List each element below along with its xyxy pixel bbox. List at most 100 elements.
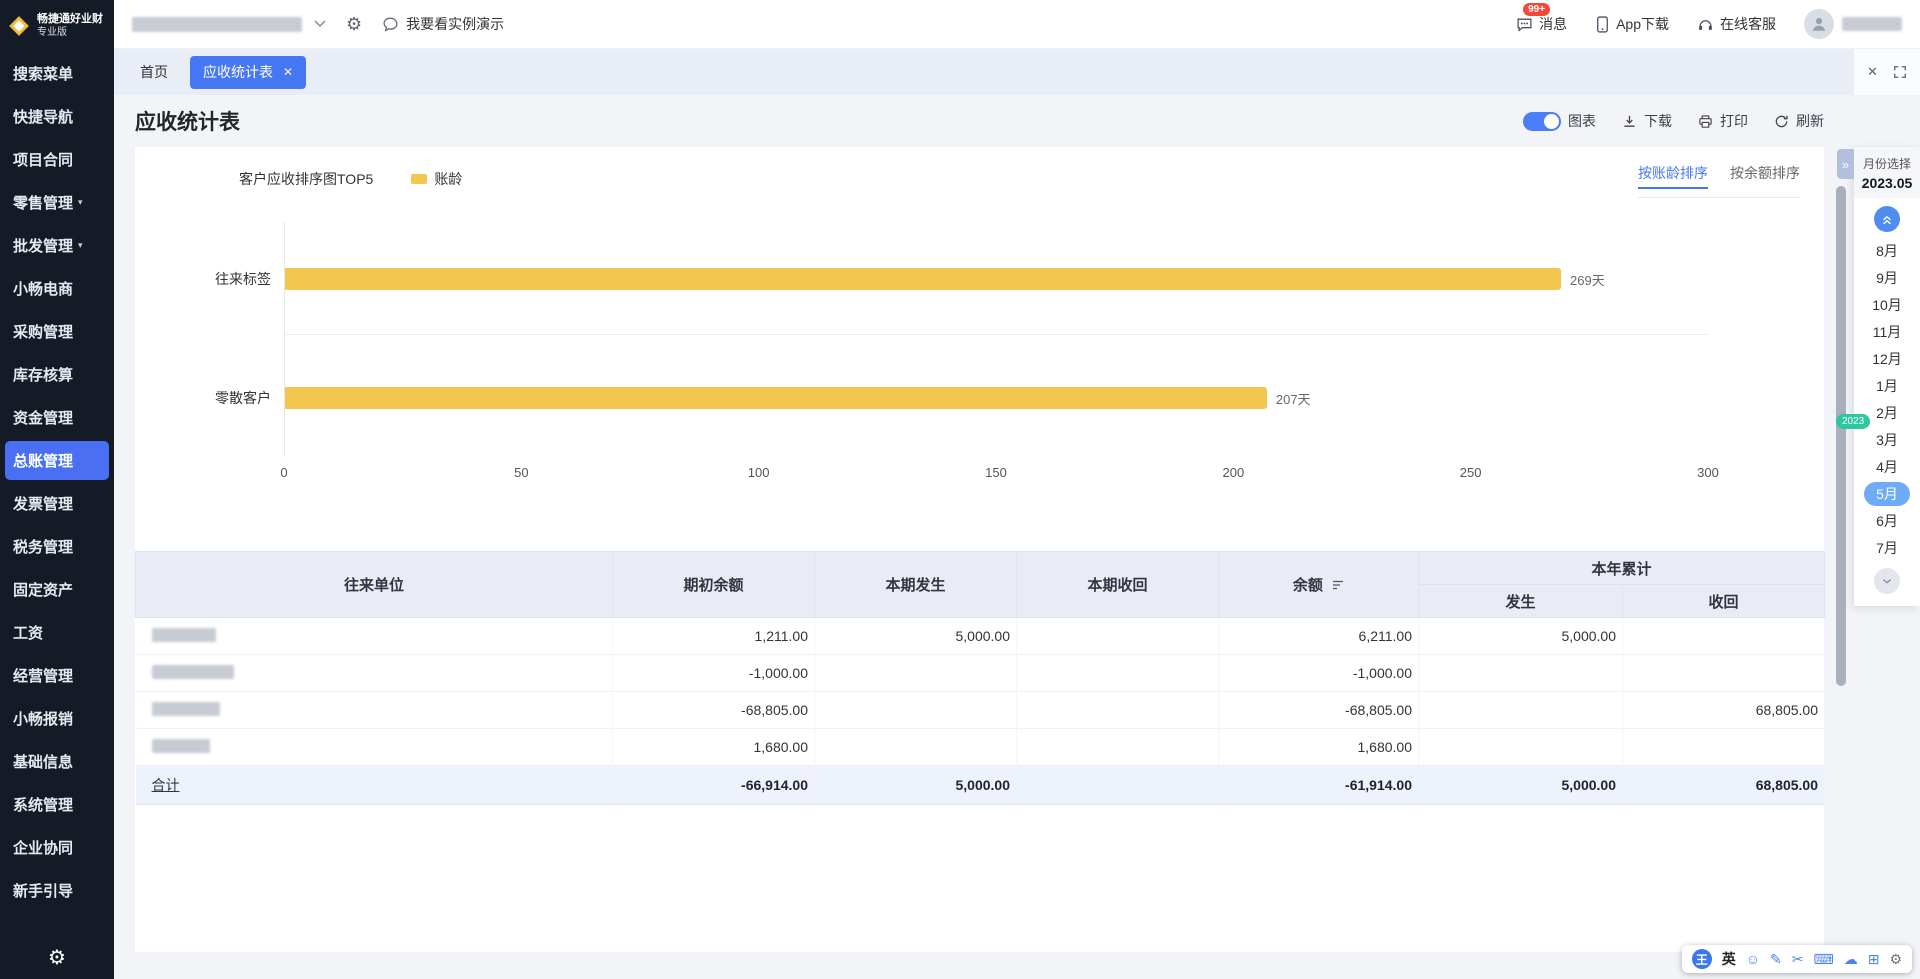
demo-link[interactable]: 我要看实例演示 — [382, 14, 504, 34]
refresh-button[interactable]: 刷新 — [1774, 111, 1824, 131]
sidebar-settings-gear-icon[interactable]: ⚙ — [48, 946, 66, 969]
col-header-balance[interactable]: 余额 — [1218, 551, 1419, 618]
month-item-aug[interactable]: 8月 — [1876, 243, 1898, 259]
month-item-jul[interactable]: 7月 — [1876, 540, 1898, 556]
col-header-occurred[interactable]: 本期发生 — [814, 551, 1017, 618]
sidebar-menu: 搜索菜单 快捷导航 项目合同 零售管理 ▾ 批发管理 ▾ 小畅电商 采购管理 库存核… — [0, 52, 114, 935]
sidebar-item-general-ledger[interactable]: 总账管理 — [5, 441, 109, 480]
sidebar-item-search-menu[interactable]: 搜索菜单 — [13, 66, 74, 83]
scissors-icon[interactable]: ✂ — [1791, 950, 1804, 967]
user-menu[interactable] — [1804, 9, 1902, 39]
sidebar-item-inventory-accounting[interactable]: 库存核算 — [13, 367, 74, 384]
ime-logo-icon[interactable]: 王 — [1691, 949, 1712, 969]
table-row[interactable]: 1,680.00 1,680.00 — [135, 728, 1826, 766]
collapse-month-panel-button[interactable]: » — [1837, 149, 1854, 179]
topbar-right: 99+ 消息 App下载 在线客服 — [1516, 3, 1902, 39]
tab-receivable-report[interactable]: 应收统计表 ✕ — [190, 55, 307, 89]
sidebar-item-tax-mgmt[interactable]: 税务管理 — [13, 539, 74, 556]
sidebar-item-project-contract[interactable]: 项目合同 — [13, 152, 74, 169]
sort-by-age-tab[interactable]: 按账龄排序 — [1638, 163, 1708, 189]
messages-badge: 99+ — [1523, 3, 1551, 16]
month-item-sep[interactable]: 9月 — [1876, 270, 1898, 286]
bar-chart-plot: 269天 207天 — [284, 222, 1708, 457]
col-header-ytd-occurred[interactable]: 发生 — [1418, 584, 1623, 618]
chevron-right-double-icon: » — [1841, 156, 1850, 172]
topbar-settings-gear-icon[interactable]: ⚙ — [346, 13, 363, 34]
col-header-unit[interactable]: 往来单位 — [135, 551, 613, 618]
bar-lingsan-kehu[interactable] — [285, 387, 1267, 409]
sidebar-item-payroll[interactable]: 工资 — [13, 625, 44, 642]
close-tab-icon[interactable]: ✕ — [283, 65, 294, 79]
sidebar-item-wholesale-mgmt[interactable]: 批发管理 ▾ — [13, 238, 83, 255]
tab-bar: 首页 应收统计表 ✕ ✕ — [114, 49, 1920, 95]
page-title: 应收统计表 — [135, 111, 240, 134]
table-row[interactable]: -1,000.00 -1,000.00 — [135, 654, 1826, 692]
print-button[interactable]: 打印 — [1698, 111, 1748, 131]
bar-wanglai-biaoqian[interactable] — [285, 268, 1561, 290]
online-support-button[interactable]: 在线客服 — [1697, 14, 1776, 34]
month-item-may-active[interactable]: 5月 — [1864, 482, 1910, 506]
month-item-apr[interactable]: 4月 — [1876, 459, 1898, 475]
sort-by-balance-tab[interactable]: 按余额排序 — [1730, 165, 1800, 181]
fullscreen-icon[interactable] — [1893, 65, 1907, 79]
sidebar-item-basic-info[interactable]: 基础信息 — [13, 754, 74, 771]
col-header-ytd: 本年累计 — [1417, 551, 1826, 585]
chart-toggle[interactable]: 图表 — [1523, 111, 1596, 131]
month-item-feb[interactable]: 2月 — [1876, 405, 1898, 421]
chart-legend[interactable]: 账龄 — [411, 163, 462, 189]
bar-row: 207天 — [285, 387, 1708, 409]
ime-language-toggle[interactable]: 英 — [1721, 951, 1736, 967]
month-item-oct[interactable]: 10月 — [1872, 297, 1902, 313]
table-row[interactable]: 1,211.00 5,000.00 6,211.00 5,000.00 — [135, 617, 1826, 655]
tab-home[interactable]: 首页 — [140, 64, 168, 80]
sidebar-item-quick-nav[interactable]: 快捷导航 — [13, 109, 74, 126]
sort-icon[interactable] — [1332, 578, 1344, 595]
month-item-mar[interactable]: 3月 — [1876, 432, 1898, 448]
sidebar-item-funds-mgmt[interactable]: 资金管理 — [13, 410, 74, 427]
month-item-jun[interactable]: 6月 — [1876, 513, 1898, 529]
sidebar-item-retail-mgmt[interactable]: 零售管理 ▾ — [13, 195, 83, 212]
close-all-tabs-icon[interactable]: ✕ — [1867, 64, 1878, 79]
sidebar-item-business-mgmt[interactable]: 经营管理 — [13, 668, 74, 685]
sidebar-item-expense[interactable]: 小畅报销 — [13, 711, 74, 728]
pen-icon[interactable]: ✎ — [1770, 950, 1782, 967]
sidebar-item-purchase-mgmt[interactable]: 采购管理 — [13, 324, 74, 341]
cloud-icon[interactable]: ☁ — [1843, 950, 1858, 967]
redacted-customer-name — [151, 664, 234, 679]
table-row[interactable]: -68,805.00 -68,805.00 68,805.00 — [135, 691, 1826, 729]
sidebar-item-invoice-mgmt[interactable]: 发票管理 — [13, 496, 74, 513]
toolbox-icon[interactable]: ⊞ — [1867, 950, 1880, 967]
sidebar-item-beginner-guide[interactable]: 新手引导 — [13, 883, 74, 900]
messages-button[interactable]: 99+ 消息 — [1516, 3, 1567, 34]
chart-sort-tabs: 按账龄排序 按余额排序 — [1638, 163, 1800, 198]
page-header: 应收统计表 图表 下载 打印 刷新 — [114, 95, 1920, 147]
year-badge: 2023 — [1836, 414, 1871, 429]
brand-diamond-icon — [9, 16, 29, 36]
printer-icon — [1699, 114, 1712, 128]
scroll-months-down-button[interactable] — [1874, 568, 1900, 594]
sidebar-item-system-mgmt[interactable]: 系统管理 — [13, 797, 74, 814]
sidebar-item-ecommerce[interactable]: 小畅电商 — [13, 281, 74, 298]
toggle-switch-on[interactable] — [1523, 111, 1561, 131]
emoji-icon[interactable]: ☺ — [1745, 951, 1761, 967]
col-header-received[interactable]: 本期收回 — [1016, 551, 1219, 618]
month-item-dec[interactable]: 12月 — [1872, 351, 1902, 367]
sidebar-item-enterprise-collab[interactable]: 企业协同 — [13, 840, 74, 857]
keyboard-icon[interactable]: ⌨ — [1813, 950, 1834, 967]
sidebar-item-fixed-assets[interactable]: 固定资产 — [13, 582, 74, 599]
settings-gear-icon[interactable]: ⚙ — [1889, 950, 1902, 967]
total-link[interactable]: 合计 — [151, 777, 180, 793]
download-button[interactable]: 下载 — [1622, 111, 1672, 131]
col-header-ytd-received[interactable]: 收回 — [1621, 584, 1826, 618]
vertical-scrollbar-thumb[interactable] — [1836, 186, 1846, 686]
brand-edition: 专业版 — [37, 26, 67, 38]
message-icon — [1517, 18, 1532, 32]
app-download-button[interactable]: App下载 — [1595, 14, 1669, 34]
month-item-jan[interactable]: 1月 — [1876, 378, 1898, 394]
month-item-nov[interactable]: 11月 — [1872, 324, 1902, 340]
topbar: ⚙ 我要看实例演示 99+ 消息 App下载 在线客服 — [114, 0, 1920, 49]
gridline — [285, 334, 1708, 335]
company-selector[interactable] — [132, 16, 326, 32]
col-header-opening[interactable]: 期初余额 — [612, 551, 815, 618]
scroll-months-up-button[interactable] — [1874, 206, 1900, 232]
